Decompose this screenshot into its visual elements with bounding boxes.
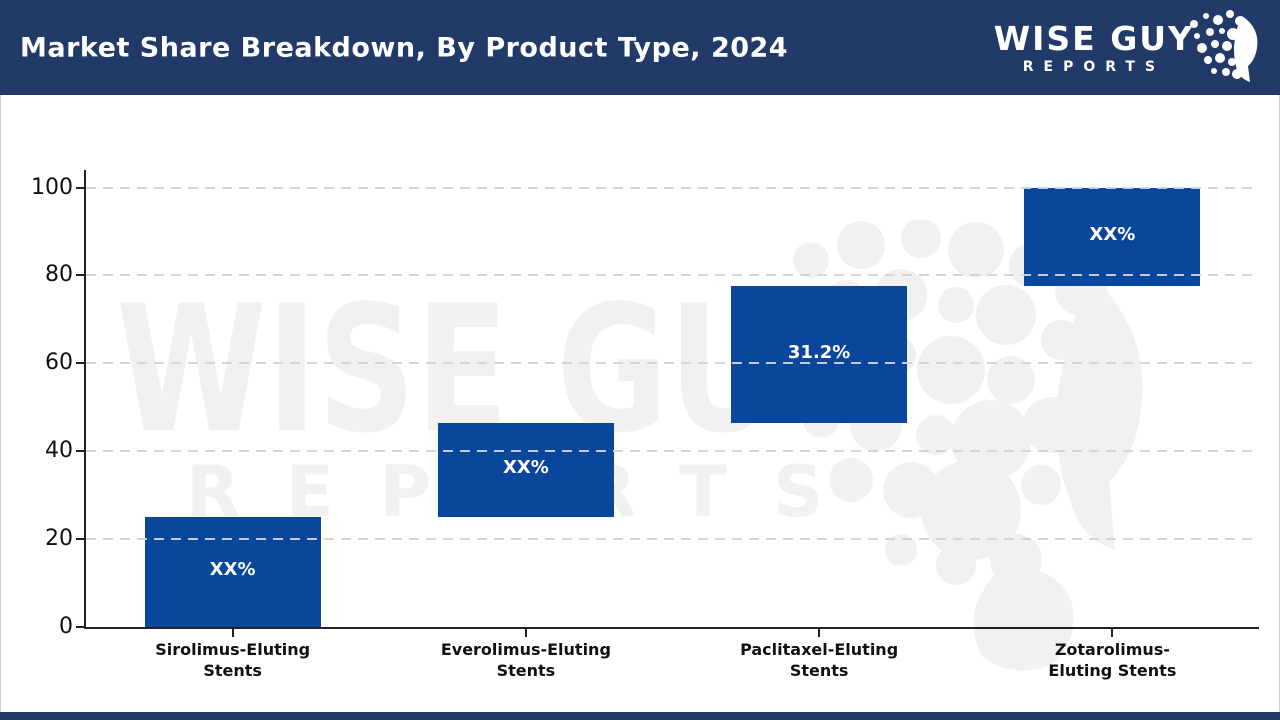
category-label: Sirolimus-Eluting Stents xyxy=(155,640,311,680)
gridline xyxy=(86,538,1259,541)
bar-segment xyxy=(437,423,614,518)
wiseguy-logo-text: WISE GUY REPORTS xyxy=(993,19,1194,75)
x-axis-line xyxy=(84,627,1259,629)
footer-bar xyxy=(0,712,1280,720)
gridline xyxy=(86,450,1259,453)
wiseguy-head-icon xyxy=(1190,10,1258,82)
category-label: Paclitaxel-Eluting Stents xyxy=(740,640,899,680)
gridline xyxy=(86,186,1259,189)
y-axis-tick-label: 80 xyxy=(45,262,73,288)
y-axis-tick xyxy=(76,362,84,365)
x-axis-tick xyxy=(818,629,821,637)
logo-wordmark: WISE GUY xyxy=(993,19,1194,59)
x-axis-tick xyxy=(524,629,527,637)
y-axis-tick xyxy=(76,274,84,277)
wiseguy-logo: WISE GUY REPORTS xyxy=(994,8,1266,88)
logo-reports-label: REPORTS xyxy=(1022,58,1166,75)
y-axis-tick xyxy=(76,626,84,628)
y-axis-line xyxy=(84,170,86,629)
bar-segment xyxy=(144,517,321,627)
y-axis-tick xyxy=(76,538,84,541)
gridline xyxy=(86,274,1259,277)
gridline xyxy=(86,362,1259,365)
x-axis-tick xyxy=(231,629,234,637)
category-label: Zotarolimus- Eluting Stents xyxy=(1048,640,1177,680)
x-axis-tick xyxy=(1111,629,1114,637)
page-title: Market Share Breakdown, By Product Type,… xyxy=(20,32,789,63)
y-axis-tick-label: 40 xyxy=(45,438,73,464)
y-axis-tick-label: 20 xyxy=(45,526,73,552)
header-bar: Market Share Breakdown, By Product Type,… xyxy=(0,0,1280,95)
y-axis-tick-label: 0 xyxy=(59,614,73,639)
category-label: Everolimus-Eluting Stents xyxy=(440,640,611,680)
bar-segment xyxy=(1024,187,1201,286)
chart-area: WISE GU REPORTS XX%XX%31.2%XX%0204060801… xyxy=(0,95,1280,720)
y-axis-tick xyxy=(76,450,84,453)
y-axis-tick-label: 60 xyxy=(45,350,73,376)
bar-value-label: XX% xyxy=(502,457,549,479)
y-axis-tick-label: 100 xyxy=(31,174,73,200)
bar-value-label: XX% xyxy=(209,559,256,581)
plot-region: XX% XX% 31.2% XX% 0 20 40 60 80 100 Sirolimus-Elut… xyxy=(1,95,1279,720)
bar-segment xyxy=(731,286,908,424)
bar-value-label: XX% xyxy=(1089,223,1136,245)
y-axis-tick xyxy=(76,186,84,189)
bar-value-label: 31.2% xyxy=(787,341,851,363)
